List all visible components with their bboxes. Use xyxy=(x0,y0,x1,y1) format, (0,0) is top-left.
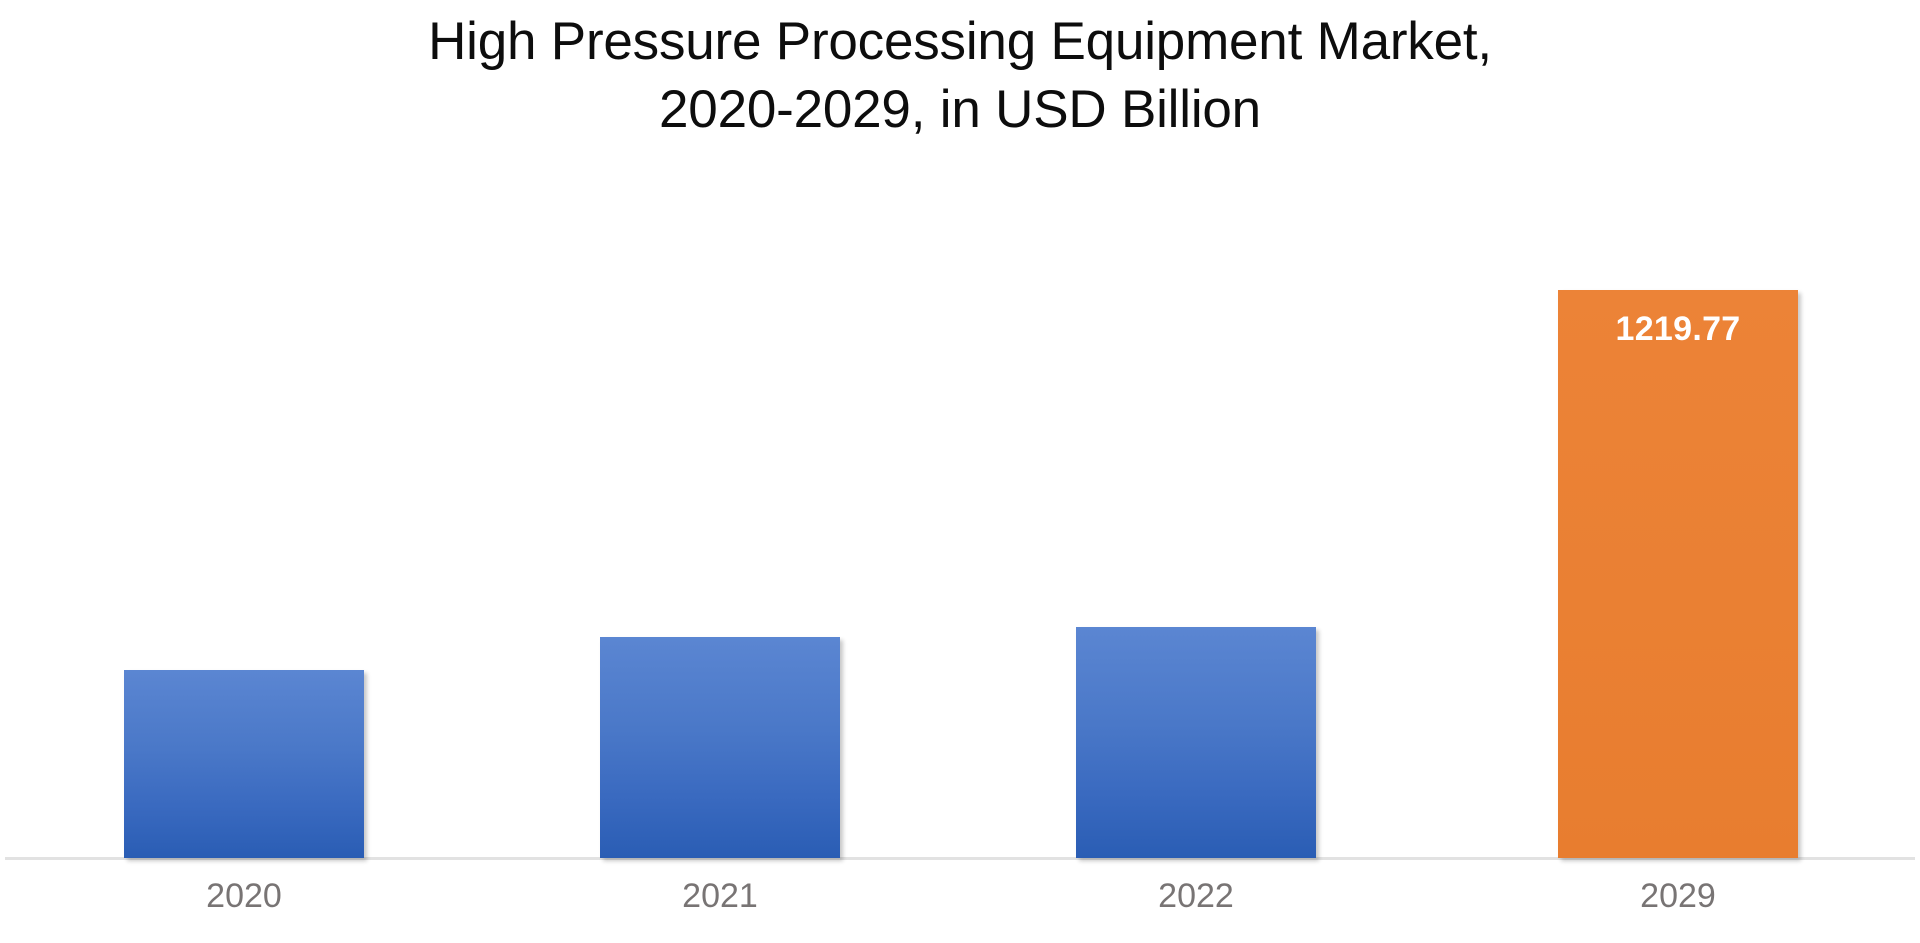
x-axis-label-2022: 2022 xyxy=(1158,877,1234,915)
bar-2029[interactable]: 1219.77 xyxy=(1558,290,1798,858)
bar-fill xyxy=(1076,627,1316,858)
bar-value-label: 1219.77 xyxy=(1615,310,1741,348)
bar-2021[interactable] xyxy=(600,637,840,858)
bar-fill xyxy=(124,670,364,858)
bar-2020[interactable] xyxy=(124,670,364,858)
bar-fill xyxy=(600,637,840,858)
x-axis-label-2020: 2020 xyxy=(206,877,282,915)
x-axis-label-2021: 2021 xyxy=(682,877,758,915)
chart-title: High Pressure Processing Equipment Marke… xyxy=(0,8,1920,145)
category-axis-line xyxy=(5,857,1915,860)
bar-fill xyxy=(1558,290,1798,858)
chart-title-line-2: 2020-2029, in USD Billion xyxy=(659,80,1261,140)
chart-title-line-1: High Pressure Processing Equipment Marke… xyxy=(428,12,1492,71)
x-axis-label-2029: 2029 xyxy=(1640,877,1716,915)
bar-2022[interactable] xyxy=(1076,627,1316,858)
